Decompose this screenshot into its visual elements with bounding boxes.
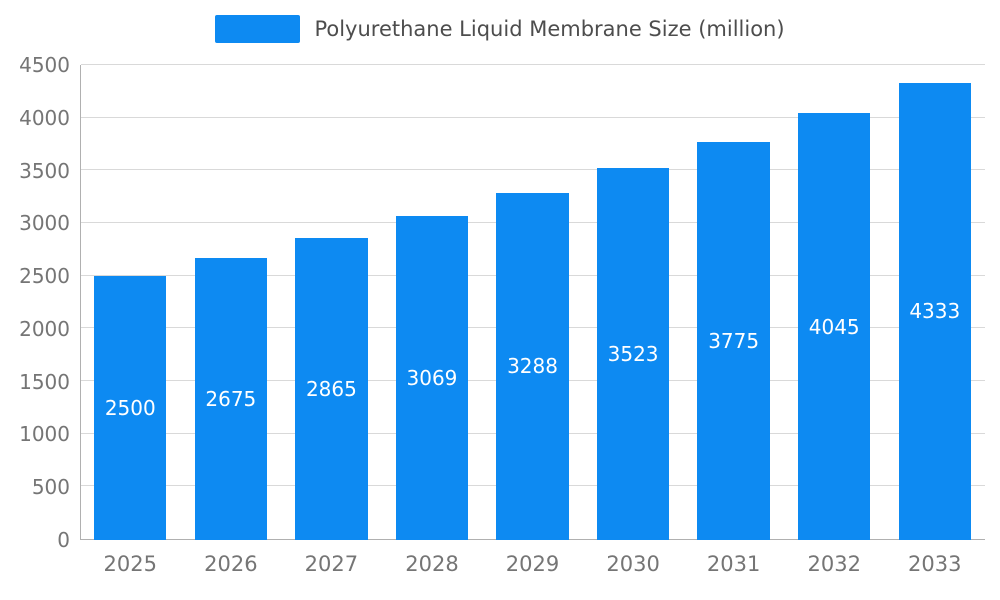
y-axis-tick-label: 3000	[19, 211, 70, 236]
bar-value-label: 4333	[909, 299, 961, 324]
bar-2027: 2865	[295, 237, 368, 540]
bar-2033: 4333	[898, 82, 971, 540]
bar-value-label: 3775	[708, 328, 760, 353]
bar-slot: 2865	[281, 65, 382, 540]
bar-2025: 2500	[94, 276, 167, 540]
plot-area: 2500 2675 2865 3069 3288 3523 3775 4045 4333	[80, 64, 985, 540]
bar-2031: 3775	[697, 141, 770, 540]
bar-slot: 4045	[784, 65, 885, 540]
bar-value-label: 3288	[507, 354, 558, 379]
bar-series: 2500 2675 2865 3069 3288 3523 3775 4045 4333	[80, 65, 985, 540]
bar-2029: 3288	[496, 192, 569, 540]
y-axis-tick-label: 2000	[19, 316, 70, 341]
y-axis-tick-label: 500	[31, 475, 70, 500]
bar-value-label: 3069	[406, 366, 458, 391]
y-axis-tick-label: 0	[57, 528, 70, 552]
bar-2030: 3523	[596, 168, 670, 540]
gridline	[81, 64, 985, 65]
bar-slot: 3775	[683, 65, 784, 540]
bar-value-label: 2865	[305, 376, 357, 401]
x-axis-tick-label: 2030	[606, 552, 660, 576]
x-axis-tick-label: 2026	[204, 552, 258, 576]
gridline	[81, 169, 985, 171]
y-axis-tick-label: 1000	[19, 422, 70, 447]
y-axis-tick-label: 3500	[19, 158, 70, 183]
x-axis-tick-label: 2032	[807, 552, 861, 576]
bar-2026: 2675	[194, 257, 268, 540]
x-axis-tick-label: 2028	[405, 552, 459, 576]
bar-slot: 3523	[583, 65, 684, 540]
x-axis-tick-label: 2025	[103, 552, 157, 576]
bar-2032: 4045	[798, 113, 871, 540]
bar-value-label: 3523	[607, 342, 659, 367]
x-axis: 2025 2026 2027 2028 2029 2030 2031 2032 2033	[80, 552, 985, 576]
bar-slot: 2675	[181, 65, 282, 540]
bar-slot: 4333	[885, 65, 986, 540]
bar-value-label: 2675	[205, 386, 257, 411]
y-axis-tick-label: 2500	[19, 264, 70, 289]
y-axis-tick-label: 4000	[19, 105, 70, 130]
y-axis: 0 500 1000 1500 2000 2500 3000 3500 4000 4500	[0, 55, 70, 550]
bar-slot: 3288	[482, 65, 583, 540]
y-axis-tick-label: 1500	[19, 369, 70, 394]
y-axis-tick-label: 4500	[19, 53, 70, 77]
x-axis-tick-label: 2029	[505, 552, 560, 576]
chart-legend[interactable]: Polyurethane Liquid Membrane Size (milli…	[0, 0, 1000, 44]
legend-swatch-icon	[215, 15, 301, 43]
gridline	[81, 116, 985, 118]
x-axis-tick-label: 2033	[908, 552, 962, 576]
bar-value-label: 4045	[808, 314, 860, 339]
bar-2028: 3069	[395, 216, 469, 540]
bar-slot: 2500	[80, 65, 181, 540]
legend-label: Polyurethane Liquid Membrane Size (milli…	[314, 17, 785, 41]
bar-slot: 3069	[382, 65, 483, 540]
bar-value-label: 2500	[104, 396, 156, 421]
x-axis-tick-label: 2031	[706, 552, 761, 576]
x-axis-tick-label: 2027	[304, 552, 359, 576]
